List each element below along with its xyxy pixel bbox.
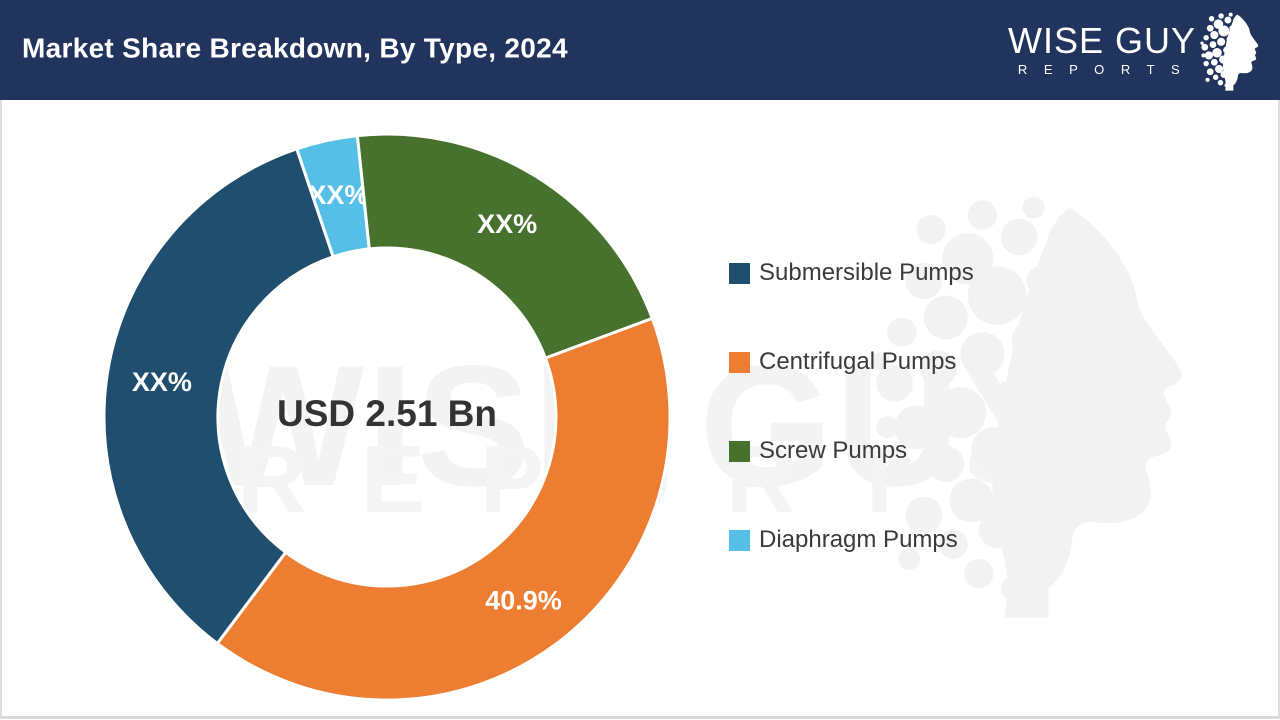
brand-subtext: R E P O R T S [1017, 62, 1187, 77]
legend-label-screw-pumps: Screw Pumps [759, 437, 908, 464]
brand-logo: WISE GUY R E P O R T S [1008, 6, 1266, 94]
donut-chart: XX% XX% 40.9% XX% [87, 117, 687, 716]
slice-label-centrifugal-pumps: 40.9% [485, 586, 562, 616]
slice-label-diaphragm-pumps: XX% [308, 180, 368, 210]
legend-swatch-diaphragm-pumps [729, 529, 750, 551]
legend-swatch-screw-pumps [729, 440, 750, 462]
legend-item-centrifugal-pumps: Centrifugal Pumps [729, 349, 974, 375]
legend-item-screw-pumps: Screw Pumps [729, 438, 974, 464]
donut-slice-centrifugal-pumps [215, 316, 672, 702]
legend-label-submersible-pumps: Submersible Pumps [759, 259, 974, 286]
brand-wordmark: WISE GUY [1007, 20, 1196, 61]
donut-slice-screw-pumps [355, 132, 654, 360]
chart-canvas: WISE GUY R E P O R T S XX%XX%40.9%XX% US… [0, 100, 1280, 719]
brand-logo-text: WISE GUY R E P O R T S [1007, 20, 1196, 78]
chart-center-value: USD 2.51 Bn [276, 393, 497, 434]
donut-slice-submersible-pumps [102, 147, 335, 645]
legend-item-diaphragm-pumps: Diaphragm Pumps [729, 527, 974, 553]
donut-svg: XX% XX% 40.9% XX% [102, 132, 672, 702]
chart-legend: Submersible Pumps Centrifugal Pumps Screw … [729, 260, 974, 616]
legend-item-submersible-pumps: Submersible Pumps [729, 260, 974, 286]
brand-head-icon [1198, 9, 1266, 91]
legend-label-centrifugal-pumps: Centrifugal Pumps [759, 348, 957, 375]
legend-label-diaphragm-pumps: Diaphragm Pumps [759, 526, 958, 553]
slice-label-screw-pumps: XX% [477, 209, 537, 239]
legend-swatch-submersible-pumps [729, 262, 750, 284]
legend-swatch-centrifugal-pumps [729, 351, 750, 373]
page-title: Market Share Breakdown, By Type, 2024 [22, 32, 568, 64]
header-bar: Market Share Breakdown, By Type, 2024 WI… [0, 0, 1280, 100]
slice-label-submersible-pumps: XX% [132, 367, 192, 397]
